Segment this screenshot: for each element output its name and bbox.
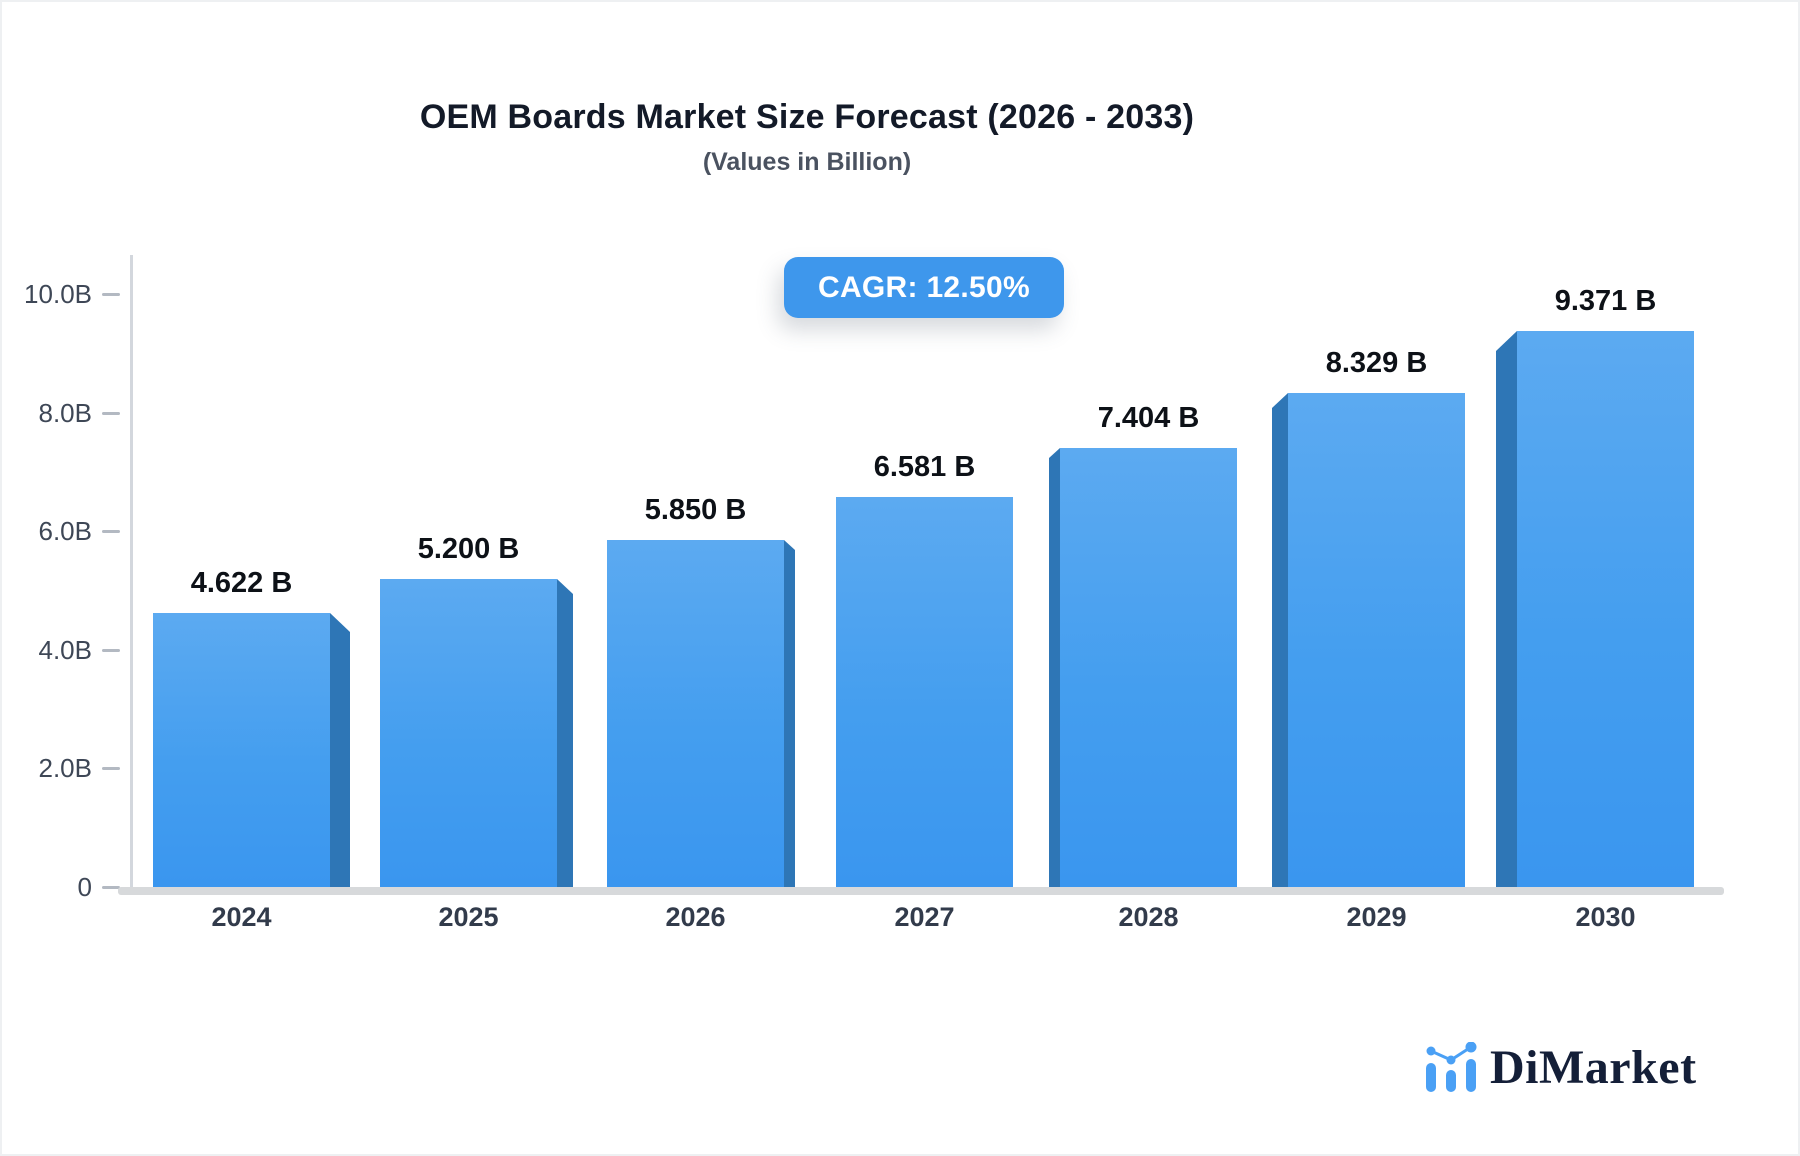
bar-2025 <box>380 579 557 887</box>
bar-value-label: 7.404 B <box>1097 402 1200 434</box>
bar-side-3d <box>1049 448 1060 887</box>
bar-side-3d <box>784 540 795 887</box>
x-category-label: 2028 <box>1118 902 1179 932</box>
bar-value-label: 6.581 B <box>873 451 976 483</box>
y-tick-label: 10.0B <box>24 279 92 309</box>
bar-2024 <box>153 613 330 887</box>
bar-value-label: 8.329 B <box>1325 347 1428 379</box>
y-tick-label: 8.0B <box>38 397 93 428</box>
bar-2028 <box>1060 448 1237 887</box>
y-tick-mark <box>102 411 120 415</box>
brand-name: DiMarket <box>1490 1041 1697 1094</box>
bar-2030 <box>1517 331 1694 887</box>
y-tick-label: 6.0B <box>38 516 93 547</box>
x-category-label: 2029 <box>1346 902 1407 932</box>
chart-subtitle: (Values in Billion) <box>702 148 912 176</box>
bar-side-3d <box>1272 393 1288 887</box>
y-tick-label: 0 <box>77 872 92 902</box>
y-tick-mark <box>102 648 120 652</box>
cagr-badge: CAGR: 12.50% <box>784 257 1064 318</box>
x-category-label: 2030 <box>1575 902 1636 932</box>
chart-title: OEM Boards Market Size Forecast (2026 - … <box>419 98 1195 136</box>
y-tick-mark <box>102 767 120 771</box>
y-axis-line <box>130 255 133 892</box>
cagr-badge-label: CAGR: 12.50% <box>817 270 1030 304</box>
y-tick-label: 2.0B <box>38 753 93 784</box>
bar-value-label: 9.371 B <box>1554 285 1657 317</box>
y-tick-mark <box>102 886 120 889</box>
x-axis-baseline <box>118 887 1724 895</box>
x-category-label: 2026 <box>665 902 726 932</box>
y-tick-mark <box>102 293 120 296</box>
y-tick-label: 4.0B <box>38 634 93 665</box>
dimarket-logo-icon <box>1426 1042 1477 1092</box>
bar-2029 <box>1288 393 1465 887</box>
bar-value-label: 5.200 B <box>417 533 520 565</box>
bar-value-label: 5.850 B <box>644 494 747 526</box>
bar-2026 <box>607 540 784 887</box>
bar-side-3d <box>1496 331 1517 887</box>
bar-2027 <box>836 497 1013 887</box>
x-category-label: 2024 <box>211 902 272 932</box>
x-category-label: 2025 <box>438 902 499 932</box>
x-category-label: 2027 <box>894 902 955 932</box>
bar-side-3d <box>330 613 350 887</box>
brand-watermark: DiMarket <box>1426 1042 1697 1092</box>
bar-side-3d <box>557 579 573 887</box>
y-tick-mark <box>102 530 120 534</box>
bar-value-label: 4.622 B <box>190 567 293 599</box>
